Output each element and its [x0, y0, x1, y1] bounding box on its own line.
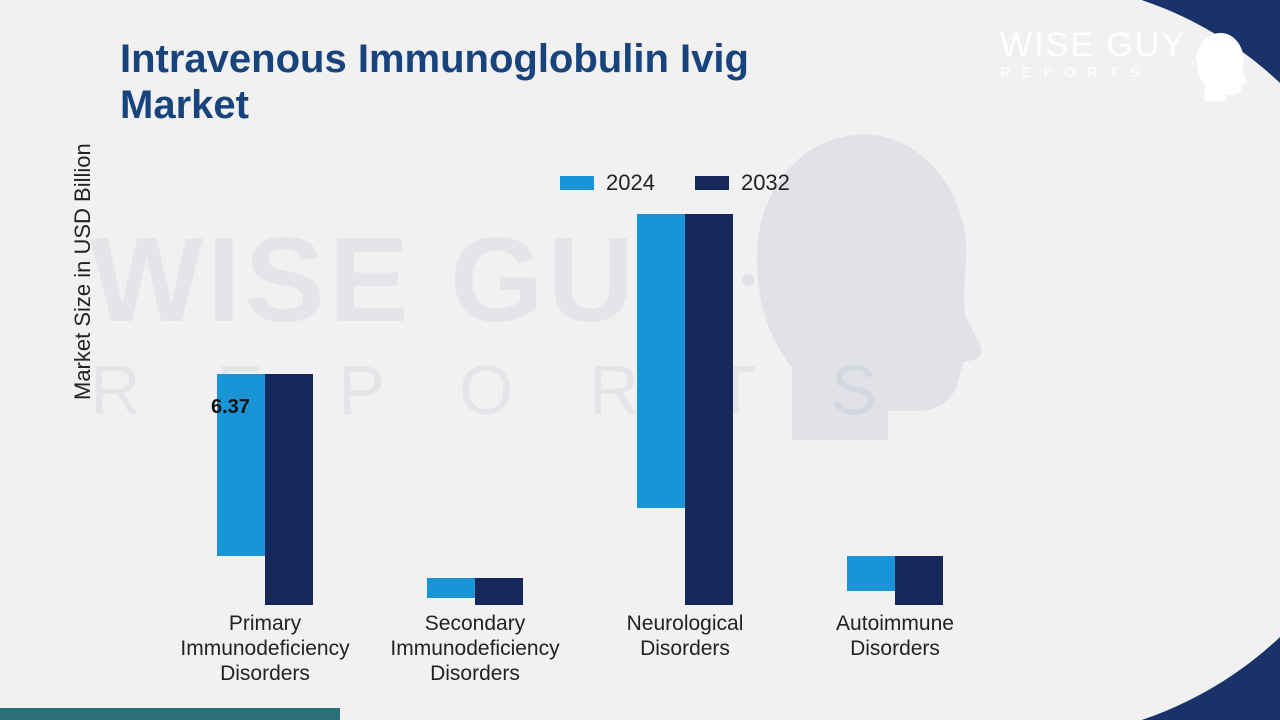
- bar-2032: [895, 556, 943, 605]
- legend-label-2032: 2032: [741, 170, 790, 196]
- y-axis-label: Market Size in USD Billion: [70, 143, 96, 400]
- x-axis-category-label: Neurological Disorders: [580, 611, 790, 661]
- bar-2032: [475, 578, 523, 605]
- bottom-accent-bar: [0, 708, 340, 720]
- legend-swatch-2024: [560, 176, 594, 190]
- legend-item-2024: 2024: [560, 170, 655, 196]
- x-axis-category-label: Secondary Immunodeficiency Disorders: [370, 611, 580, 687]
- brand-logo: WISE GUY REPORTS: [1000, 28, 1250, 108]
- bar-group: Secondary Immunodeficiency Disorders: [385, 578, 565, 605]
- logo-head-icon: [1185, 28, 1250, 103]
- chart-title: Intravenous Immunoglobulin Ivig Market: [120, 36, 880, 128]
- chart-plot-area: 6.37Primary Immunodeficiency Disorders Se…: [110, 205, 930, 605]
- bar-2024: [427, 578, 475, 598]
- legend-label-2024: 2024: [606, 170, 655, 196]
- page-root: WISE GUY R E P O R T S WISE GUY REPORTS …: [0, 0, 1280, 720]
- bar-group: Neurological Disorders: [595, 214, 775, 605]
- bar-2032: [265, 374, 313, 605]
- bar-value-label: 6.37: [211, 396, 250, 419]
- right-brand-band: [960, 0, 1280, 720]
- bar-group: 6.37Primary Immunodeficiency Disorders: [175, 374, 355, 605]
- legend-item-2032: 2032: [695, 170, 790, 196]
- bar-2024: [637, 214, 685, 508]
- bar-group: Autoimmune Disorders: [805, 556, 985, 605]
- bar-2024: [847, 556, 895, 590]
- legend-swatch-2032: [695, 176, 729, 190]
- chart-legend: 2024 2032: [560, 170, 790, 196]
- x-axis-category-label: Primary Immunodeficiency Disorders: [160, 611, 370, 687]
- bar-2032: [685, 214, 733, 605]
- x-axis-category-label: Autoimmune Disorders: [790, 611, 1000, 661]
